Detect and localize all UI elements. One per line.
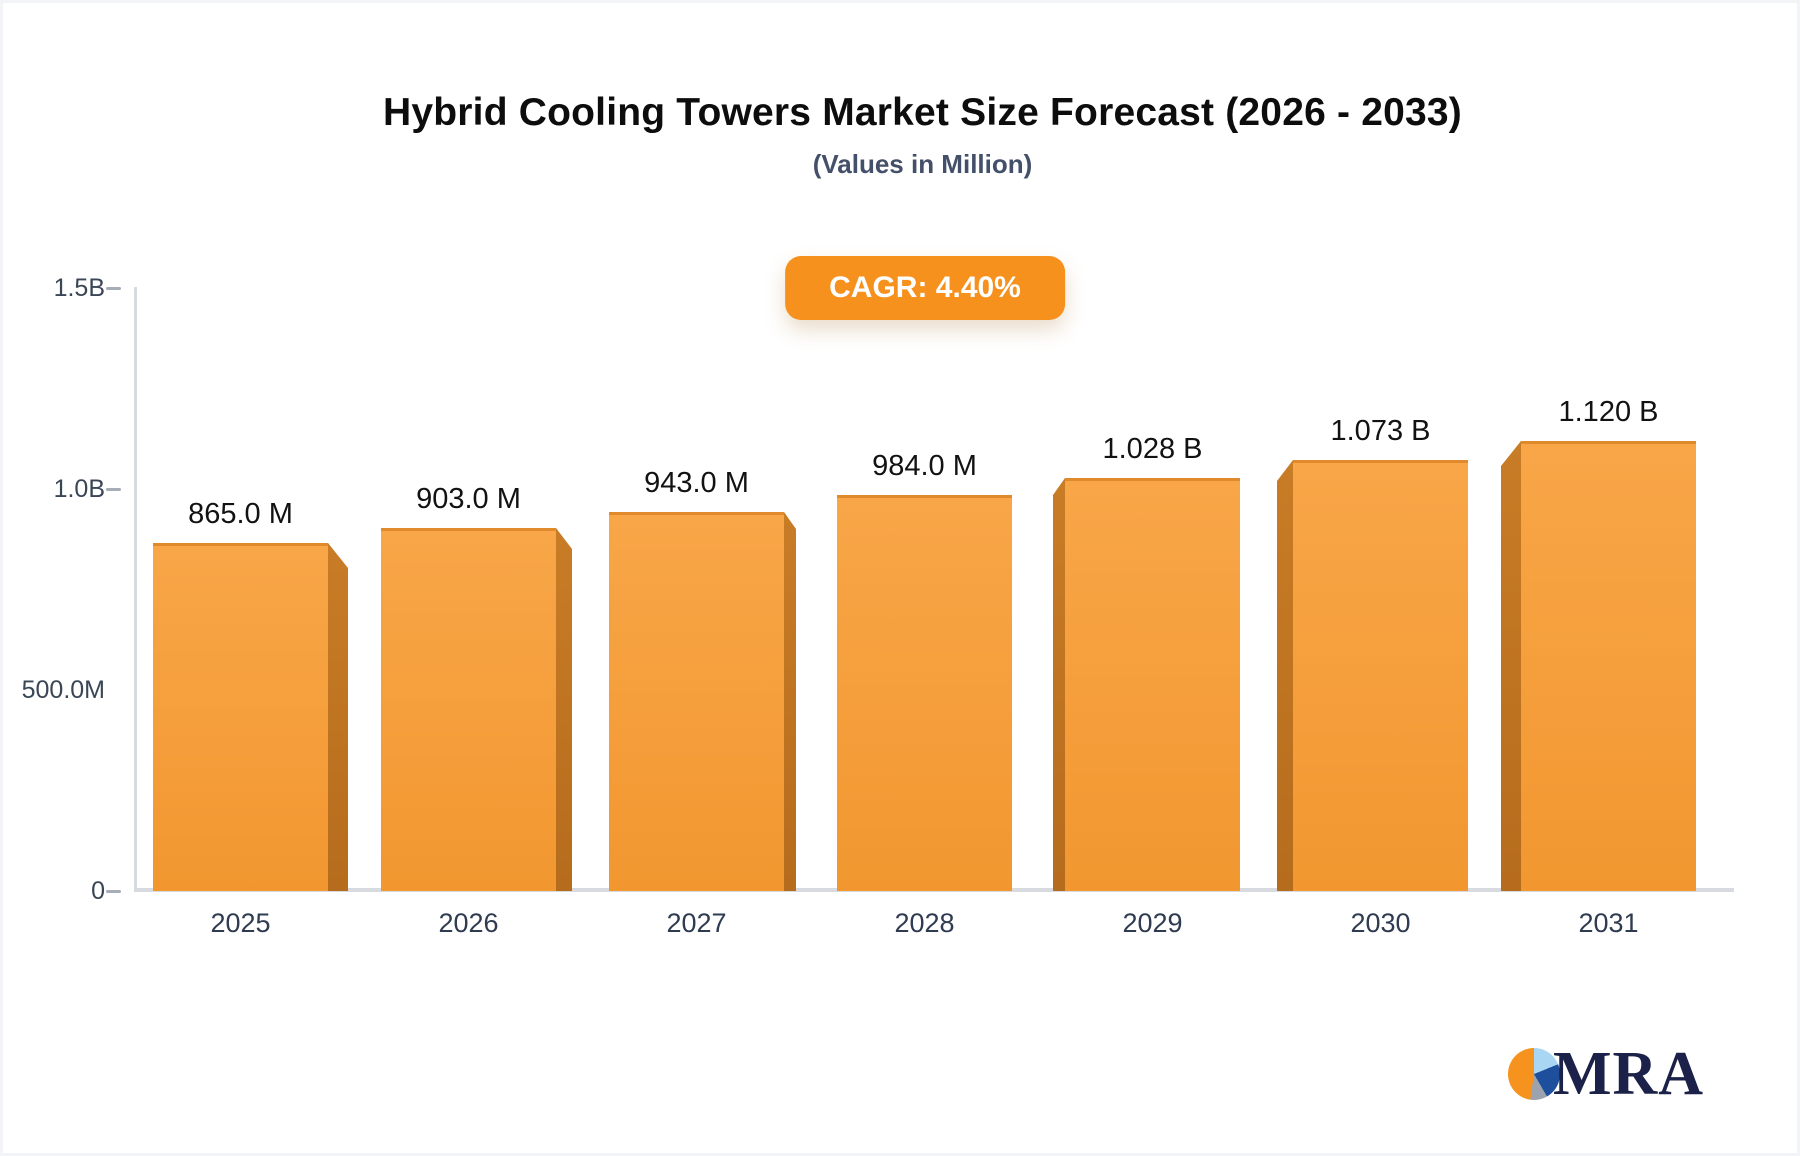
bar-2030 — [1293, 460, 1468, 891]
logo-text: MRA — [1553, 1040, 1705, 1108]
cagr-badge: CAGR: 4.40% — [785, 256, 1065, 320]
chart-subtitle: (Values in Million) — [812, 149, 1033, 179]
bar-2027 — [609, 512, 784, 891]
y-axis-line — [134, 287, 137, 891]
x-axis-label-2026: 2026 — [438, 908, 499, 938]
bar-3d-side-2031 — [1501, 441, 1521, 891]
x-axis-label-2029: 2029 — [1122, 908, 1183, 938]
x-axis-label-2031: 2031 — [1578, 908, 1639, 938]
y-axis-label-0: 1.5B — [53, 274, 105, 302]
bar-3d-side-2027 — [784, 512, 796, 891]
bar-3d-side-2029 — [1053, 478, 1065, 891]
bar-2025 — [153, 543, 328, 891]
y-axis-tick-1 — [106, 488, 121, 491]
mra-logo: MRA — [1508, 1043, 1704, 1105]
x-axis-label-2030: 2030 — [1350, 908, 1411, 938]
chart-title: Hybrid Cooling Towers Market Size Foreca… — [383, 91, 1462, 134]
y-axis-tick-3 — [106, 890, 121, 893]
chart-header: Hybrid Cooling Towers Market Size Foreca… — [48, 91, 1797, 180]
x-axis-label-2028: 2028 — [894, 908, 955, 938]
pie-chart-logo-icon — [1508, 1048, 1560, 1100]
y-axis-label-3: 0 — [91, 877, 105, 905]
bar-value-label-2025: 865.0 M — [188, 498, 293, 530]
bar-2031 — [1521, 441, 1696, 891]
y-axis-label-2: 500.0M — [21, 676, 105, 704]
bar-chart: 1.5B 1.0B 500.0M 0 865.0 M 2025 903.0 M 2026 94… — [3, 3, 1797, 1153]
bar-3d-side-2025 — [328, 543, 348, 891]
y-axis-tick-0 — [106, 287, 121, 290]
bar-3d-side-2026 — [556, 528, 572, 891]
bar-value-label-2028: 984.0 M — [872, 450, 977, 482]
y-axis-label-1: 1.0B — [53, 475, 105, 503]
bar-3d-side-2030 — [1277, 460, 1293, 891]
bar-2028 — [837, 495, 1012, 891]
bar-2026 — [381, 528, 556, 891]
bar-2029 — [1065, 478, 1240, 891]
bar-value-label-2029: 1.028 B — [1102, 433, 1203, 465]
bar-value-label-2030: 1.073 B — [1330, 415, 1431, 447]
x-axis-label-2025: 2025 — [210, 908, 271, 938]
bar-value-label-2031: 1.120 B — [1558, 396, 1659, 428]
x-axis-label-2027: 2027 — [666, 908, 727, 938]
bar-value-label-2026: 903.0 M — [416, 483, 521, 515]
bar-value-label-2027: 943.0 M — [644, 467, 749, 499]
